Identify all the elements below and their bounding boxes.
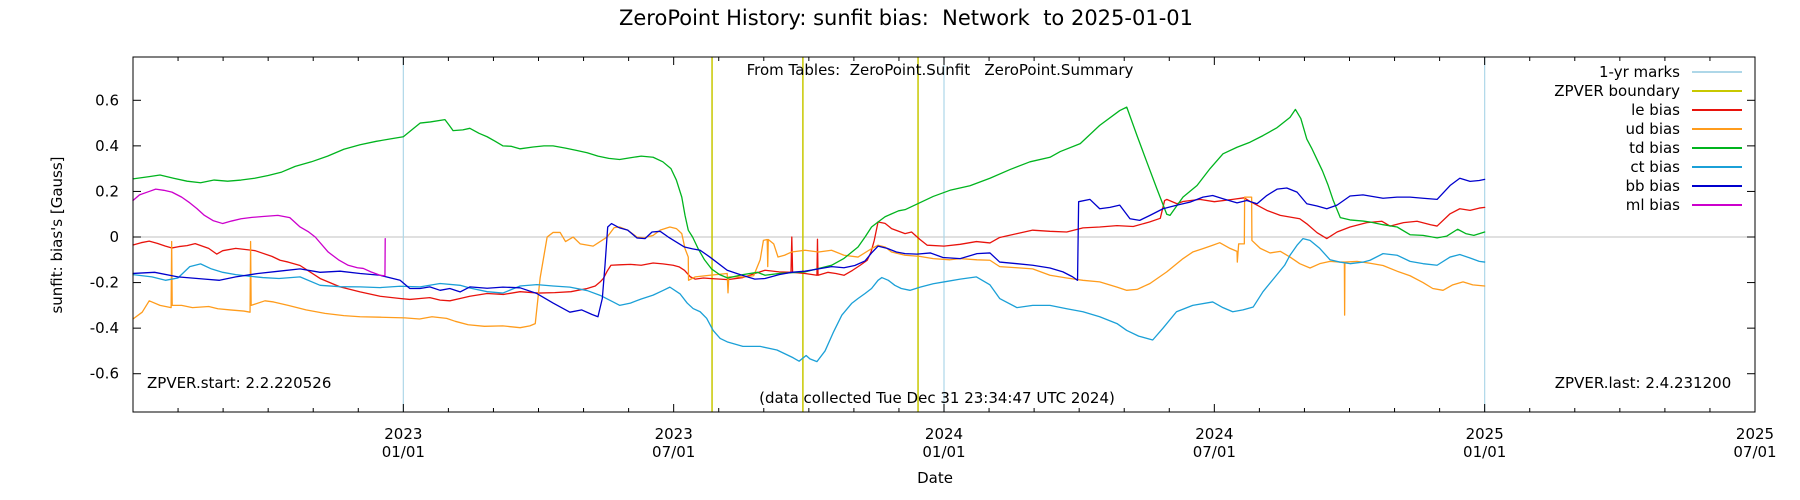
x-tick-label: 2024 [1195,425,1233,443]
legend-item-td-bias: td bias [1554,138,1742,157]
y-tick-label: -0.6 [90,365,119,383]
x-tick-label: 07/01 [1193,443,1236,461]
legend-item-bb-bias: bb bias [1554,176,1742,195]
zpver-start-annotation: ZPVER.start: 2.2.220526 [147,374,332,392]
y-tick-label: 0.6 [95,91,119,109]
x-tick-label: 2023 [655,425,693,443]
x-tick-label: 2025 [1466,425,1504,443]
legend-line-sample [1692,165,1742,168]
legend-line-sample [1692,184,1742,187]
series-bb-bias [132,177,1486,318]
legend-line-sample [1692,146,1742,149]
legend-item-label: ud bias [1625,119,1681,138]
legend-item-label: 1-yr marks [1599,62,1680,81]
series-ml-bias [132,188,386,277]
legend-item-ml-bias: ml bias [1554,195,1742,214]
legend-item-ct-bias: ct bias [1554,157,1742,176]
y-tick-label: 0.2 [95,182,119,200]
legend-line-sample [1692,70,1742,73]
legend-item-1-yr-marks: 1-yr marks [1554,62,1742,81]
legend-line-sample [1692,108,1742,111]
x-tick-label: 07/01 [1733,443,1776,461]
legend-item-label: ct bias [1630,157,1680,176]
legend-item-label: le bias [1631,100,1680,119]
legend-item-ZPVER-boundary: ZPVER boundary [1554,81,1742,100]
legend-item-le-bias: le bias [1554,100,1742,119]
legend-item-ud-bias: ud bias [1554,119,1742,138]
legend-item-label: ml bias [1625,195,1680,214]
from-tables-subtitle: From Tables: ZeroPoint.Sunfit ZeroPoint.… [746,61,1134,79]
zpver-last-annotation: ZPVER.last: 2.4.231200 [1554,374,1732,392]
y-tick-label: 0 [109,228,119,246]
y-tick-label: -0.2 [90,274,119,292]
x-tick-label: 01/01 [922,443,965,461]
legend-item-label: td bias [1629,138,1680,157]
x-tick-label: 2023 [384,425,422,443]
x-axis-label: Date [917,469,953,487]
legend-item-label: ZPVER boundary [1554,81,1680,100]
x-tick-label: 07/01 [652,443,695,461]
y-axis-label: sunfit: bias's [Gauss] [48,156,66,314]
y-tick-label: -0.4 [90,319,119,337]
legend-line-sample [1692,89,1742,92]
legend: 1-yr marks ZPVER boundary le bias ud bias td… [1554,62,1742,214]
series-ct-bias [132,237,1486,363]
x-tick-label: 2024 [925,425,963,443]
y-tick-label: 0.4 [95,137,119,155]
series-ud-bias [132,196,1486,329]
legend-line-sample [1692,203,1742,206]
data-collected-annotation: (data collected Tue Dec 31 23:34:47 UTC … [759,389,1115,407]
series-le-bias [132,197,1486,302]
legend-item-label: bb bias [1625,176,1680,195]
x-tick-label: 2025 [1736,425,1774,443]
x-tick-label: 01/01 [382,443,425,461]
x-tick-label: 01/01 [1463,443,1506,461]
page-title: ZeroPoint History: sunfit bias: Network … [618,6,1194,30]
legend-line-sample [1692,127,1742,130]
